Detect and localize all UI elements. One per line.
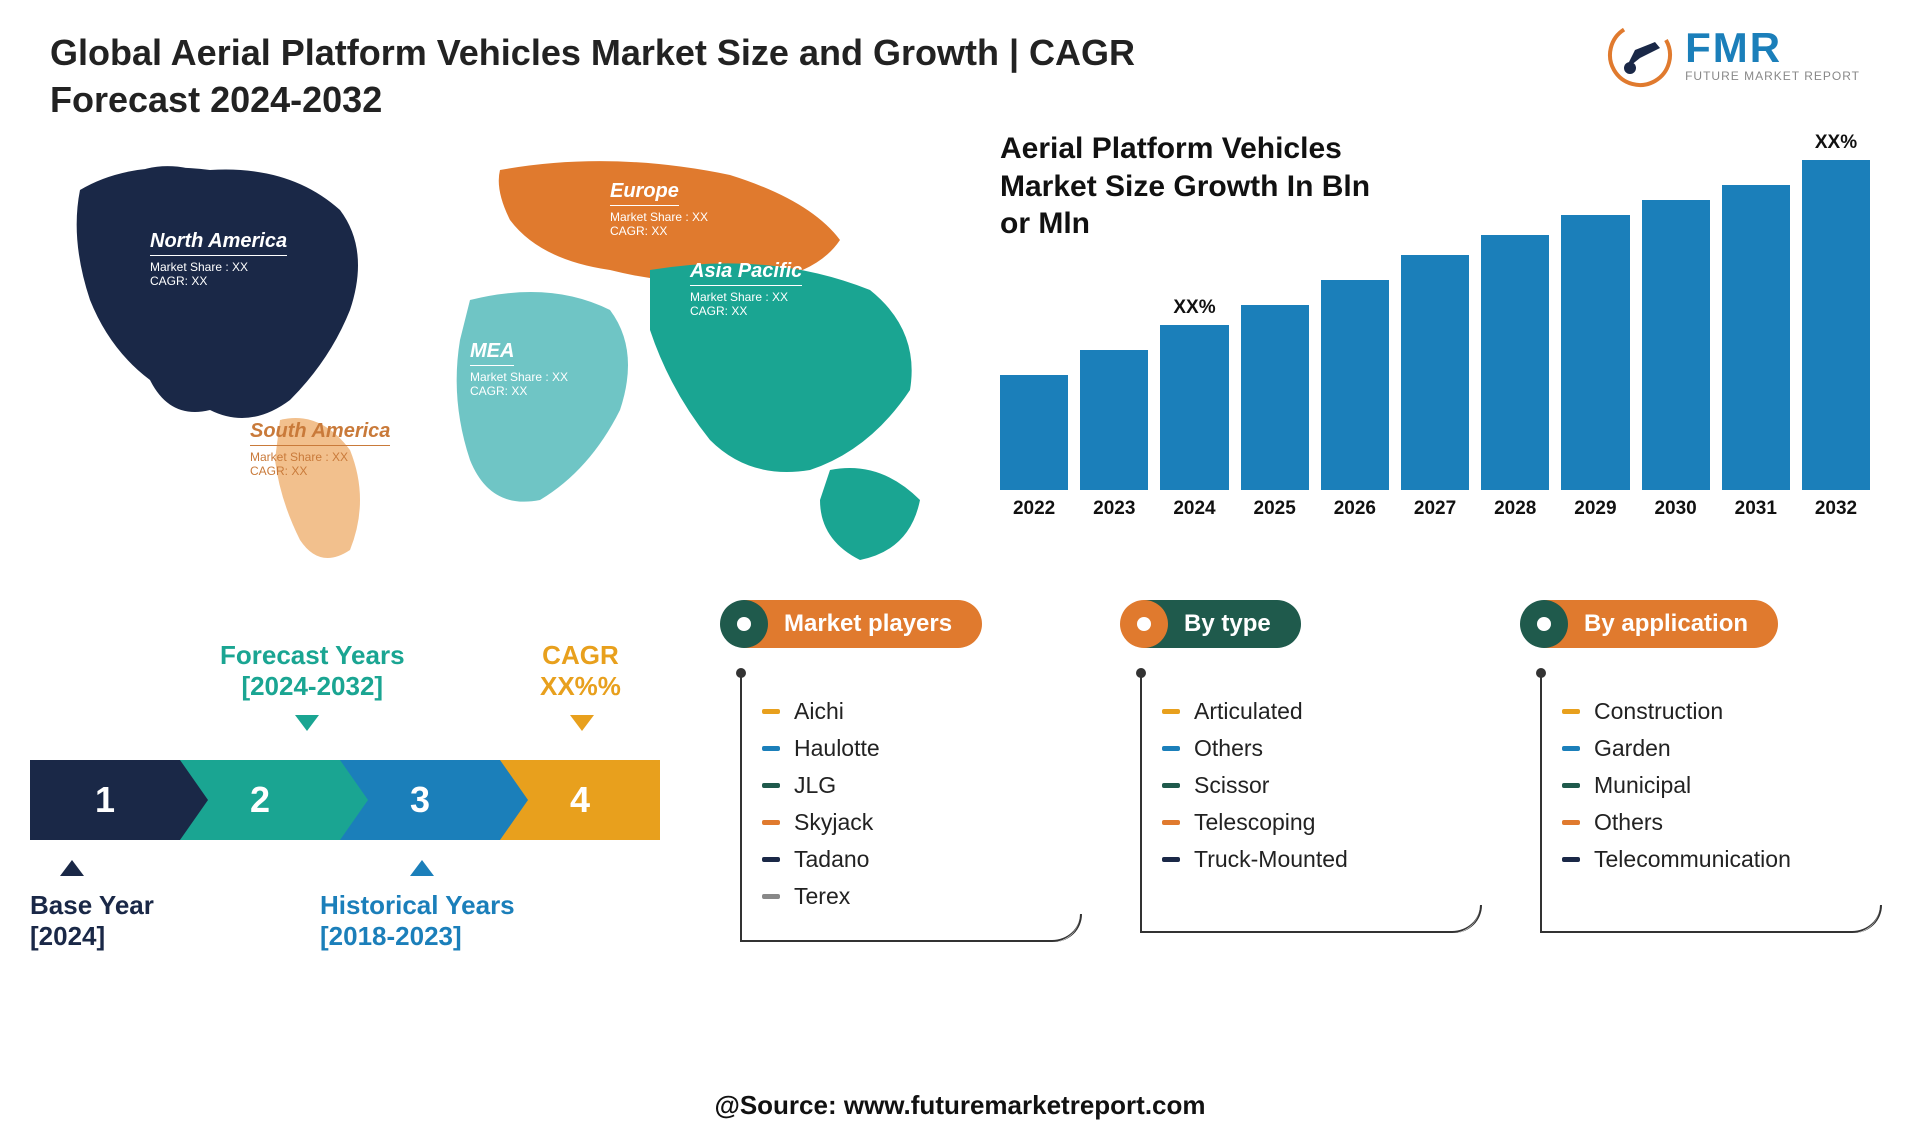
category-pills: Market playersAichiHaulotteJLGSkyjackTad… bbox=[720, 600, 1880, 942]
bar-2024: XX%2024 bbox=[1160, 297, 1228, 520]
bar-2023: 2023 bbox=[1080, 320, 1148, 520]
bar-container: 20222023XX%20242025202620272028202920302… bbox=[1000, 180, 1870, 520]
page-title: Global Aerial Platform Vehicles Market S… bbox=[50, 30, 1250, 124]
bar-2030: 2030 bbox=[1642, 170, 1710, 520]
base-label: Base Year[2024] bbox=[30, 890, 154, 952]
bar-2025: 2025 bbox=[1241, 275, 1309, 520]
list-item: Telescoping bbox=[1162, 809, 1460, 836]
growth-chart: Aerial Platform Vehicles Market Size Gro… bbox=[1000, 130, 1870, 560]
hist-label: Historical Years[2018-2023] bbox=[320, 890, 515, 952]
fmr-logo: FMR FUTURE MARKET REPORT bbox=[1605, 20, 1860, 90]
telescope-icon bbox=[1605, 20, 1675, 90]
list-item: Tadano bbox=[762, 846, 1060, 873]
list-item: JLG bbox=[762, 772, 1060, 799]
forecast-label: Forecast Years[2024-2032] bbox=[220, 640, 405, 702]
bar-2031: 2031 bbox=[1722, 155, 1790, 520]
list-item: Skyjack bbox=[762, 809, 1060, 836]
timeline-bar: 1 2 3 4 bbox=[30, 760, 660, 840]
list-item: Others bbox=[1162, 735, 1460, 762]
bar-2029: 2029 bbox=[1561, 185, 1629, 520]
bar-2028: 2028 bbox=[1481, 205, 1549, 520]
list-item: Scissor bbox=[1162, 772, 1460, 799]
logo-subtitle: FUTURE MARKET REPORT bbox=[1685, 69, 1860, 83]
region-europe: EuropeMarket Share : XXCAGR: XX bbox=[610, 180, 708, 238]
cagr-label: CAGRXX%% bbox=[540, 640, 621, 702]
list-item: Construction bbox=[1562, 698, 1860, 725]
region-asia-pacific: Asia PacificMarket Share : XXCAGR: XX bbox=[690, 260, 802, 318]
list-item: Terex bbox=[762, 883, 1060, 910]
bar-2026: 2026 bbox=[1321, 250, 1389, 520]
bar-2022: 2022 bbox=[1000, 345, 1068, 520]
list-item: Municipal bbox=[1562, 772, 1860, 799]
bar-2027: 2027 bbox=[1401, 225, 1469, 520]
timeline-seg-1: 1 bbox=[30, 760, 180, 840]
region-mea: MEAMarket Share : XXCAGR: XX bbox=[470, 340, 568, 398]
list-item: Telecommunication bbox=[1562, 846, 1860, 873]
list-item: Others bbox=[1562, 809, 1860, 836]
world-map: North AmericaMarket Share : XXCAGR: XX So… bbox=[50, 150, 950, 580]
source-text: @Source: www.futuremarketreport.com bbox=[0, 1090, 1920, 1121]
list-item: Aichi bbox=[762, 698, 1060, 725]
region-north-america: North AmericaMarket Share : XXCAGR: XX bbox=[150, 230, 287, 288]
pill-by-type: By typeArticulatedOthersScissorTelescopi… bbox=[1120, 600, 1480, 942]
region-south-america: South AmericaMarket Share : XXCAGR: XX bbox=[250, 420, 390, 478]
list-item: Haulotte bbox=[762, 735, 1060, 762]
list-item: Garden bbox=[1562, 735, 1860, 762]
list-item: Truck-Mounted bbox=[1162, 846, 1460, 873]
list-item: Articulated bbox=[1162, 698, 1460, 725]
logo-text: FMR bbox=[1685, 27, 1860, 69]
bar-2032: XX%2032 bbox=[1802, 132, 1870, 520]
pill-market-players: Market playersAichiHaulotteJLGSkyjackTad… bbox=[720, 600, 1080, 942]
pill-by-application: By applicationConstructionGardenMunicipa… bbox=[1520, 600, 1880, 942]
